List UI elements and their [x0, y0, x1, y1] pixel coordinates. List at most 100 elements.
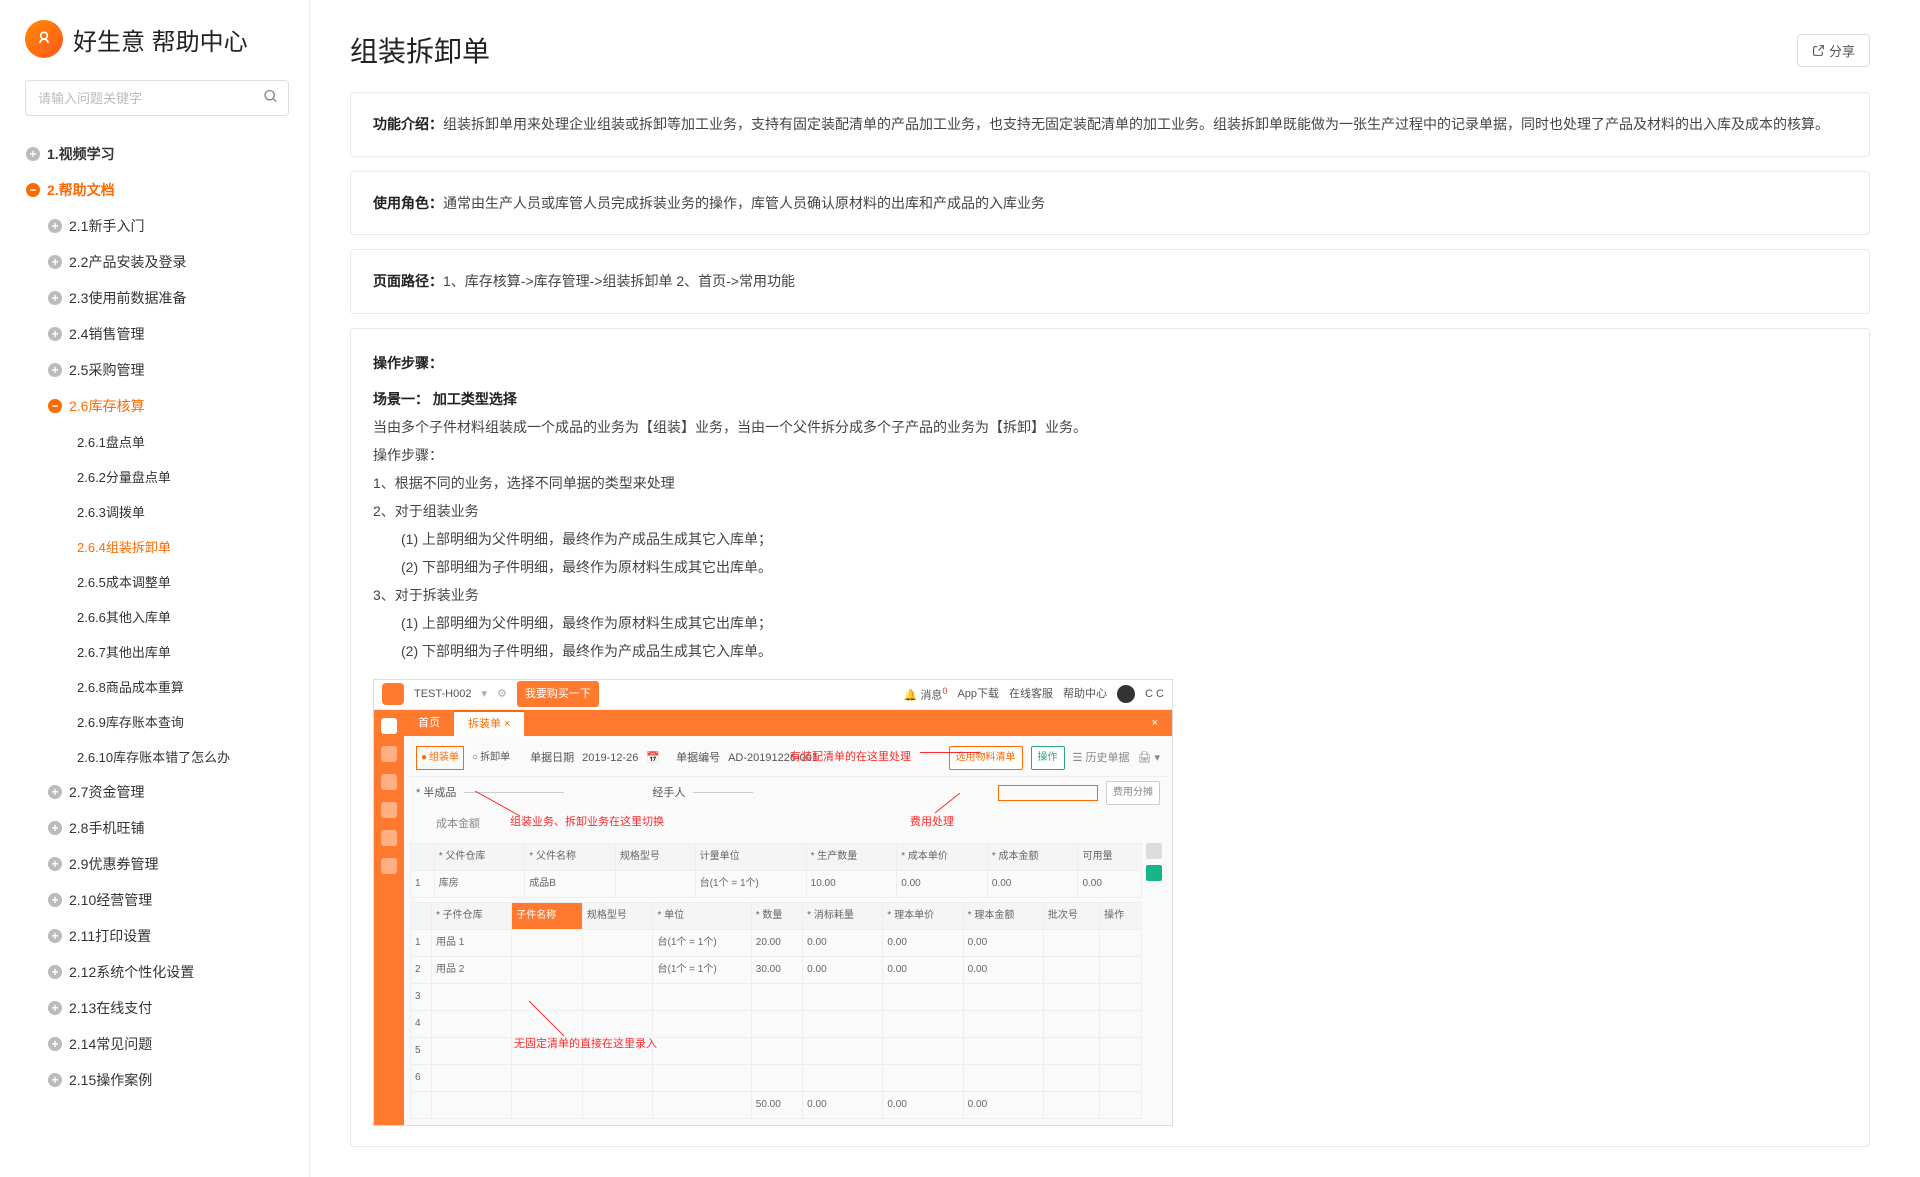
mock-logo-icon	[382, 683, 404, 705]
nav-item-label: 2.6.3调拨单	[77, 502, 145, 521]
mock-date-label: 单据日期	[530, 747, 574, 769]
mock-arrow-icon	[470, 791, 530, 821]
intro-label: 功能介绍：	[373, 116, 443, 132]
intro-card: 功能介绍：组装拆卸单用来处理企业组装或拆卸等加工业务，支持有固定装配清单的产品加…	[350, 92, 1870, 157]
step-1: 1、根据不同的业务，选择不同单据的类型来处理	[373, 469, 1847, 497]
nav-item-label: 2.3使用前数据准备	[69, 288, 186, 308]
nav-item[interactable]: 2.2产品安装及登录	[25, 244, 289, 280]
nav-item-label: 2.4销售管理	[69, 324, 144, 344]
expand-icon	[47, 290, 63, 306]
nav-item[interactable]: 2.6.10库存账本错了怎么办	[25, 739, 289, 774]
mock-tab-close-icon: ×	[1138, 710, 1172, 736]
nav-item[interactable]: 2.6.9库存账本查询	[25, 704, 289, 739]
brand-logo-icon	[25, 20, 63, 58]
mock-table-1: * 父件仓库* 父件名称规格型号计量单位* 生产数量* 成本单价* 成本金额可用…	[410, 843, 1142, 898]
step-2-1: (1) 上部明细为父件明细，最终作为产成品生成其它入库单；	[373, 525, 1847, 553]
nav-item[interactable]: 2.8手机旺铺	[25, 810, 289, 846]
expand-icon	[47, 326, 63, 342]
mock-user: C C	[1145, 683, 1164, 705]
intro-text: 组装拆卸单用来处理企业组装或拆卸等加工业务，支持有固定装配清单的产品加工业务，也…	[443, 116, 1829, 132]
mock-trial-btn: 我要购买一下	[517, 681, 599, 707]
search-box	[25, 80, 289, 116]
nav-item[interactable]: 2.7资金管理	[25, 774, 289, 810]
nav-item[interactable]: 2.9优惠券管理	[25, 846, 289, 882]
share-label: 分享	[1829, 41, 1855, 60]
page-title: 组装拆卸单	[350, 30, 490, 70]
mock-tab-active: 拆装单 ×	[454, 710, 524, 736]
mock-topbar: TEST-H002 ▾ ⚙ 我要购买一下 🔔 消息0 App下载 在线客服 帮助…	[374, 680, 1172, 710]
nav-item-label: 2.14常见问题	[69, 1034, 152, 1054]
nav-item[interactable]: 2.6.4组装拆卸单	[25, 529, 289, 564]
nav-item-label: 2.6.1盘点单	[77, 432, 145, 451]
nav-item[interactable]: 2.6.1盘点单	[25, 424, 289, 459]
nav-item-label: 2.6库存核算	[69, 396, 144, 416]
brand-title: 好生意 帮助中心	[73, 22, 248, 57]
brand: 好生意 帮助中心	[25, 20, 289, 58]
expand-icon	[47, 218, 63, 234]
nav-item-label: 2.10经营管理	[69, 890, 152, 910]
expand-icon	[47, 820, 63, 836]
expand-icon	[47, 964, 63, 980]
nav-item[interactable]: 2.12系统个性化设置	[25, 954, 289, 990]
nav-item[interactable]: 2.6.3调拨单	[25, 494, 289, 529]
collapse-icon	[25, 182, 41, 198]
step-2: 2、对于组装业务	[373, 497, 1847, 525]
share-button[interactable]: 分享	[1797, 34, 1870, 67]
nav-item[interactable]: 2.4销售管理	[25, 316, 289, 352]
nav-item-label: 1.视频学习	[47, 144, 115, 164]
mock-action-btn: 操作	[1031, 746, 1065, 770]
nav-item-label: 2.6.7其他出库单	[77, 642, 171, 661]
path-text: 1、库存核算->库存管理->组装拆卸单 2、首页->常用功能	[443, 273, 795, 289]
role-label: 使用角色：	[373, 195, 443, 211]
mock-parent-product: * 半成品	[416, 782, 456, 804]
mock-doc-label: 单据编号	[676, 747, 720, 769]
mock-help: 帮助中心	[1063, 683, 1107, 705]
mock-arrow-icon-3	[524, 1001, 574, 1041]
role-text: 通常由生产人员或库管人员完成拆装业务的操作，库管人员确认原材料的出库和产成品的入…	[443, 195, 1045, 211]
mock-annot-2: 组装业务、拆卸业务在这里切换	[510, 811, 664, 833]
mock-msg-icon: 🔔 消息0	[904, 682, 948, 707]
step-3-2: (2) 下部明细为子件明细，最终作为产成品生成其它入库单。	[373, 637, 1847, 665]
step-2-2: (2) 下部明细为子件明细，最终作为原材料生成其它出库单。	[373, 553, 1847, 581]
share-icon	[1812, 44, 1825, 57]
nav-item-label: 2.11打印设置	[69, 926, 151, 946]
nav-item[interactable]: 2.13在线支付	[25, 990, 289, 1026]
nav-item-label: 2.6.2分量盘点单	[77, 467, 171, 486]
nav-item-label: 2.6.9库存账本查询	[77, 712, 184, 731]
mock-side-icons	[374, 710, 404, 1125]
expand-icon	[47, 362, 63, 378]
nav-item[interactable]: 2.6.6其他入库单	[25, 599, 289, 634]
nav-item-label: 2.6.6其他入库单	[77, 607, 171, 626]
mock-tabbar: 首页 拆装单 × ×	[404, 710, 1172, 736]
mock-tab-home: 首页	[404, 710, 454, 736]
nav-item[interactable]: 2.15操作案例	[25, 1062, 289, 1098]
nav-item[interactable]: 2.14常见问题	[25, 1026, 289, 1062]
nav-item[interactable]: 2.6.8商品成本重算	[25, 669, 289, 704]
nav-item[interactable]: 2.帮助文档	[25, 172, 289, 208]
nav-item[interactable]: 2.5采购管理	[25, 352, 289, 388]
role-card: 使用角色：通常由生产人员或库管人员完成拆装业务的操作，库管人员确认原材料的出库和…	[350, 171, 1870, 236]
path-card: 页面路径：1、库存核算->库存管理->组装拆卸单 2、首页->常用功能	[350, 249, 1870, 314]
step-3-1: (1) 上部明细为父件明细，最终作为原材料生成其它出库单；	[373, 609, 1847, 637]
nav-item-label: 2.13在线支付	[69, 998, 152, 1018]
mock-radio-disassemble: ○ 拆卸单	[472, 748, 510, 768]
mock-online: 在线客服	[1009, 683, 1053, 705]
nav-item[interactable]: 2.6.5成本调整单	[25, 564, 289, 599]
nav-item[interactable]: 2.11打印设置	[25, 918, 289, 954]
nav-item[interactable]: 2.1新手入门	[25, 208, 289, 244]
search-input[interactable]	[25, 80, 289, 116]
nav-item-label: 2.12系统个性化设置	[69, 962, 194, 982]
scenario-1-title: 场景一： 加工类型选择	[373, 385, 1847, 413]
mock-fee-btn: 费用分摊	[1106, 781, 1160, 805]
nav-item[interactable]: 2.6.7其他出库单	[25, 634, 289, 669]
nav-item[interactable]: 2.3使用前数据准备	[25, 280, 289, 316]
nav-item-label: 2.帮助文档	[47, 180, 115, 200]
nav-item[interactable]: 1.视频学习	[25, 136, 289, 172]
collapse-icon	[47, 398, 63, 414]
nav-item[interactable]: 2.10经营管理	[25, 882, 289, 918]
nav-item[interactable]: 2.6.2分量盘点单	[25, 459, 289, 494]
nav-item[interactable]: 2.6库存核算	[25, 388, 289, 424]
nav-item-label: 2.9优惠券管理	[69, 854, 158, 874]
search-icon[interactable]	[263, 89, 279, 108]
steps-sub: 操作步骤：	[373, 441, 1847, 469]
